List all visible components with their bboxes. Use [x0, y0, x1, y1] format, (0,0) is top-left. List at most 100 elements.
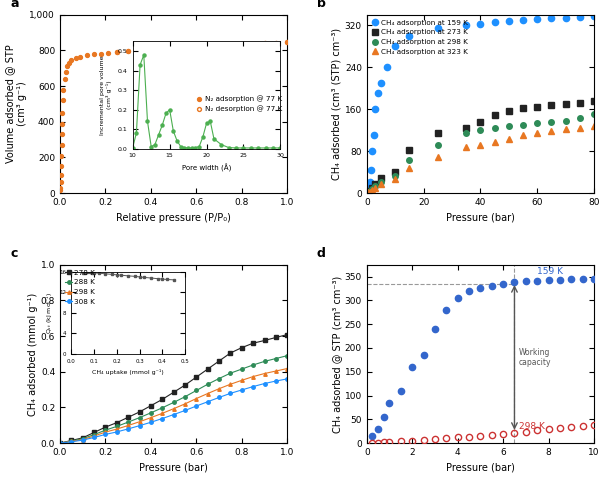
N₂ desorption @ 77 K	[136, 47, 143, 53]
298 K	[158, 411, 166, 416]
CH₄ adsorption at 323 K	[371, 186, 379, 191]
Line: 278 K: 278 K	[58, 333, 289, 445]
308 K	[68, 439, 75, 445]
278 K	[56, 440, 64, 446]
N₂ adsorption @ 77 K	[193, 42, 200, 48]
N₂ adsorption @ 77 K	[77, 54, 84, 59]
N₂ adsorption @ 77 K	[227, 41, 234, 47]
N₂ adsorption @ 77 K	[136, 47, 143, 53]
308 K	[158, 415, 166, 421]
N₂ desorption @ 77 K	[238, 41, 245, 47]
288 K	[193, 388, 200, 393]
CH₄ adsorption at 159 K	[377, 80, 385, 86]
CH₄ adsorption at 159 K	[369, 148, 376, 154]
CH₄ adsorption at 273 K	[491, 112, 498, 118]
288 K	[68, 438, 75, 444]
CH₄ adsorption at 273 K	[520, 105, 527, 111]
X-axis label: Pressure (bar): Pressure (bar)	[139, 463, 208, 472]
278 K	[68, 438, 75, 444]
Text: 159 K: 159 K	[537, 267, 563, 276]
CH₄ adsorption at 273 K	[364, 190, 371, 196]
308 K	[79, 437, 86, 443]
CH₄ adsorption at 273 K	[371, 181, 379, 187]
298 K	[125, 423, 132, 429]
Line: CH₄ adsorption at 159 K: CH₄ adsorption at 159 K	[364, 13, 597, 195]
308 K	[261, 381, 268, 387]
N₂ adsorption @ 77 K	[261, 40, 268, 46]
X-axis label: Relative pressure (P/P₀): Relative pressure (P/P₀)	[116, 213, 231, 223]
278 K	[261, 337, 268, 343]
288 K	[125, 419, 132, 425]
CH₄ adsorption at 323 K	[520, 132, 527, 138]
CH₄ adsorption at 323 K	[366, 188, 373, 194]
CH₄ adsorption at 273 K	[562, 101, 569, 107]
CH₄ adsorption at 298 K	[463, 130, 470, 136]
288 K	[204, 381, 211, 387]
CH₄ adsorption at 323 K	[491, 139, 498, 145]
278 K	[113, 420, 121, 426]
N₂ adsorption @ 77 K	[104, 50, 112, 56]
CH₄ adsorption at 159 K	[365, 184, 373, 190]
CH₄ adsorption at 298 K	[477, 127, 484, 133]
N₂ adsorption @ 77 K	[97, 51, 104, 56]
N₂ adsorption @ 77 K	[215, 42, 223, 48]
N₂ desorption @ 77 K	[158, 44, 166, 50]
298 K	[284, 366, 291, 372]
N₂ adsorption @ 77 K	[238, 41, 245, 47]
CH₄ adsorption at 298 K	[365, 189, 372, 195]
CH₄ adsorption at 298 K	[491, 125, 498, 131]
Legend: N₂ adsorption @ 77 K, N₂ desorption @ 77 K: N₂ adsorption @ 77 K, N₂ desorption @ 77…	[194, 94, 284, 114]
CH₄ adsorption at 159 K	[463, 22, 470, 28]
308 K	[204, 399, 211, 405]
308 K	[272, 378, 280, 384]
288 K	[56, 440, 64, 446]
298 K	[181, 401, 188, 407]
278 K	[91, 430, 98, 435]
CH₄ adsorption at 273 K	[533, 104, 541, 110]
N₂ desorption @ 77 K	[227, 41, 234, 47]
CH₄ adsorption at 298 K	[562, 118, 569, 124]
278 K	[272, 335, 280, 340]
CH₄ adsorption at 159 K	[365, 187, 372, 193]
288 K	[170, 399, 177, 405]
298 K	[147, 415, 154, 421]
308 K	[215, 394, 223, 400]
278 K	[102, 424, 109, 430]
CH₄ adsorption at 298 K	[371, 184, 379, 189]
N₂ desorption @ 77 K	[284, 39, 291, 45]
N₂ desorption @ 77 K	[170, 44, 177, 50]
N₂ adsorption @ 77 K	[170, 44, 177, 50]
278 K	[250, 340, 257, 346]
Line: CH₄ adsorption at 323 K: CH₄ adsorption at 323 K	[365, 123, 597, 195]
CH₄ adsorption at 323 K	[562, 126, 569, 132]
298 K	[261, 371, 268, 376]
CH₄ adsorption at 298 K	[576, 115, 583, 121]
CH₄ adsorption at 298 K	[505, 123, 512, 129]
CH₄ adsorption at 273 K	[590, 98, 598, 104]
CH₄ adsorption at 159 K	[366, 179, 373, 185]
Y-axis label: Volume adsorbed @ STP
(cm³ g⁻¹): Volume adsorbed @ STP (cm³ g⁻¹)	[5, 44, 26, 163]
CH₄ adsorption at 323 K	[477, 142, 484, 148]
N₂ adsorption @ 77 K	[58, 142, 65, 148]
Line: CH₄ adsorption at 298 K: CH₄ adsorption at 298 K	[365, 112, 597, 195]
N₂ desorption @ 77 K	[193, 42, 200, 48]
CH₄ adsorption at 159 K	[364, 189, 371, 195]
308 K	[193, 403, 200, 409]
288 K	[238, 366, 245, 372]
298 K	[68, 438, 75, 444]
Line: N₂ desorption @ 77 K: N₂ desorption @ 77 K	[115, 40, 289, 54]
N₂ desorption @ 77 K	[250, 40, 257, 46]
CH₄ adsorption at 159 K	[406, 33, 413, 38]
N₂ adsorption @ 77 K	[62, 69, 69, 75]
298 K	[136, 419, 143, 425]
CH₄ adsorption at 323 K	[463, 145, 470, 150]
308 K	[181, 408, 188, 413]
N₂ adsorption @ 77 K	[125, 48, 132, 54]
CH₄ adsorption at 159 K	[371, 106, 379, 112]
278 K	[158, 396, 166, 402]
CH₄ adsorption at 273 K	[377, 175, 385, 181]
278 K	[193, 374, 200, 380]
N₂ desorption @ 77 K	[113, 49, 121, 55]
CH₄ adsorption at 273 K	[505, 108, 512, 113]
CH₄ adsorption at 323 K	[365, 189, 372, 195]
